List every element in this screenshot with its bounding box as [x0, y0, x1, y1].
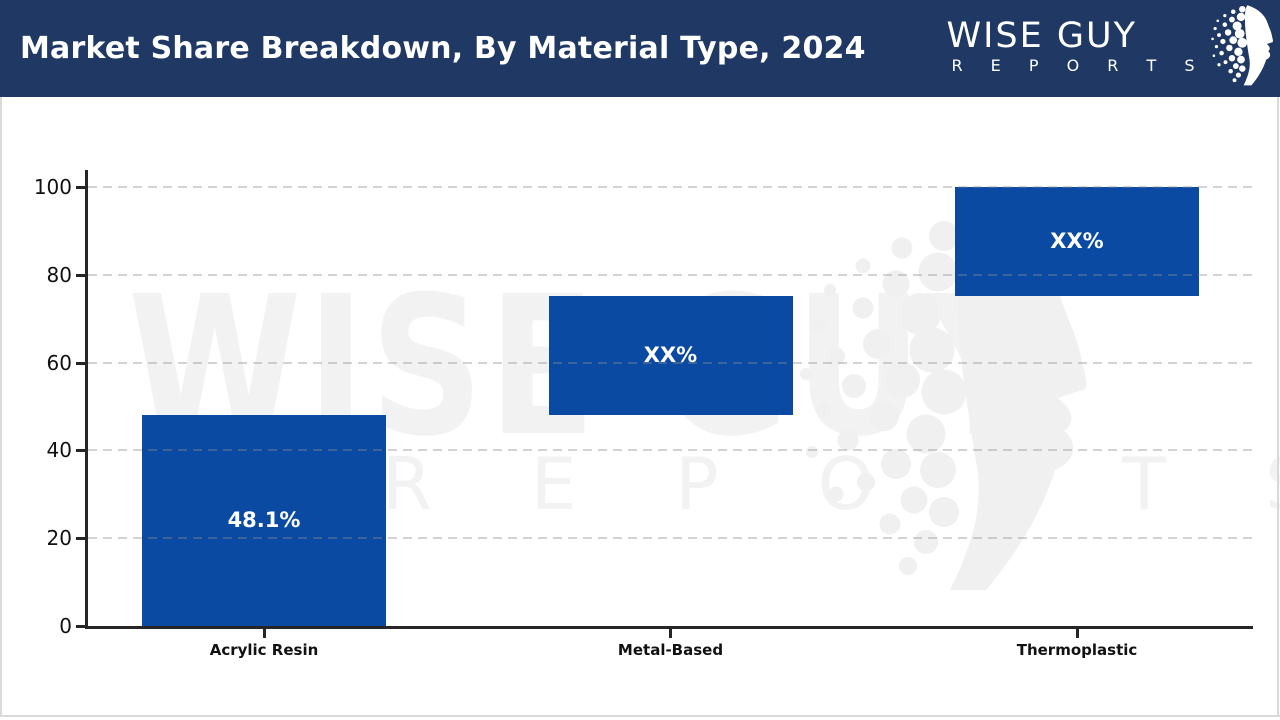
x-tick-mark	[1075, 629, 1079, 638]
logo-wordmark: WISE GUY R E P O R T S	[946, 15, 1206, 75]
x-tick-mark	[262, 629, 266, 638]
logo-wordmark-line2: R E P O R T S	[951, 55, 1206, 75]
y-tick-label: 20	[46, 526, 72, 551]
y-tick-label: 40	[46, 438, 72, 463]
x-axis-spine	[85, 626, 1253, 629]
page-border-right	[1277, 97, 1279, 717]
header-bar: Market Share Breakdown, By Material Type…	[0, 0, 1280, 97]
x-axis-label: Acrylic Resin	[209, 641, 319, 659]
brand-logo: WISE GUY R E P O R T S	[946, 4, 1274, 88]
bar-thermoplastic: XX%	[955, 187, 1199, 296]
y-axis-spine	[85, 170, 88, 629]
logo-dotted-head-icon	[1211, 5, 1273, 86]
logo-wordmark-line1: WISE GUY	[946, 15, 1137, 56]
y-tick-mark	[76, 625, 85, 628]
bar-value-label: 48.1%	[227, 508, 301, 533]
y-tick-label: 100	[33, 175, 72, 199]
bar-metal-based: XX%	[548, 295, 793, 415]
y-tick-label: 60	[46, 350, 72, 375]
y-tick-label: 0	[59, 614, 72, 638]
bar-value-label: XX%	[643, 343, 698, 368]
gridline	[88, 273, 1253, 276]
y-tick-mark	[76, 273, 85, 277]
bar-acrylic-resin: 48.1%	[142, 414, 386, 626]
y-tick-mark	[76, 449, 85, 453]
gridline	[88, 449, 1253, 452]
gridline	[88, 186, 1253, 188]
y-tick-mark	[76, 186, 85, 189]
y-tick-mark	[76, 537, 85, 541]
page-title: Market Share Breakdown, By Material Type…	[20, 31, 866, 66]
x-axis-label: Thermoplastic	[1016, 641, 1138, 659]
y-tick-mark	[76, 361, 85, 365]
gridline	[88, 537, 1253, 540]
gridline	[88, 361, 1253, 364]
y-tick-label: 80	[46, 262, 72, 287]
page-border-bottom	[0, 715, 1280, 717]
x-axis-label: Metal-Based	[617, 641, 724, 659]
page-border-left	[0, 97, 2, 717]
x-tick-mark	[669, 629, 672, 638]
bar-value-label: XX%	[1050, 229, 1104, 254]
